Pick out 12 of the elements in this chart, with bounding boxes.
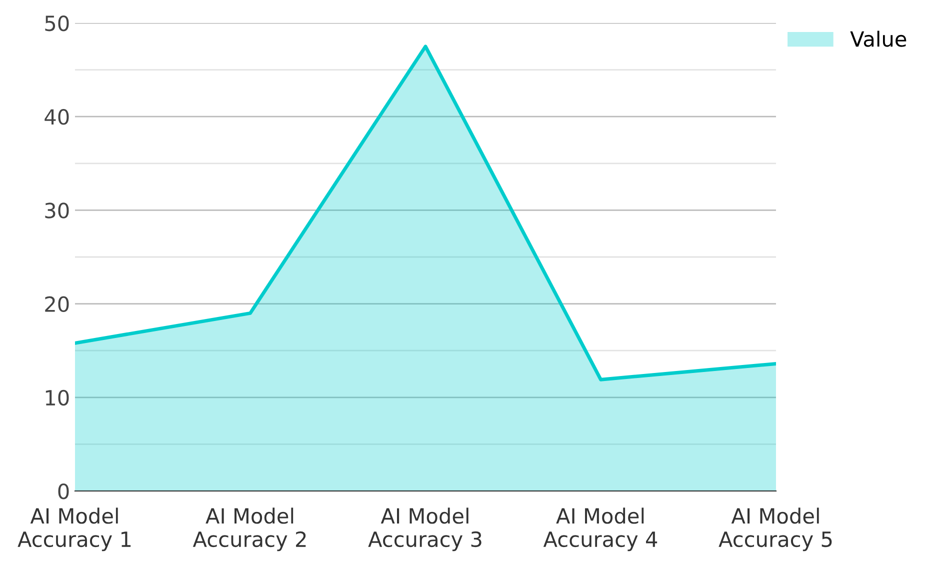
y-tick-label: 50 <box>45 15 69 32</box>
y-tick-label: 0 <box>58 483 69 500</box>
x-tick-label: AI Model Accuracy 3 <box>368 508 482 552</box>
x-tick-label: AI Model Accuracy 4 <box>543 508 658 552</box>
y-tick-label: 30 <box>45 202 69 218</box>
x-tick-label: AI Model Accuracy 5 <box>718 508 832 552</box>
y-tick-label: 10 <box>46 390 69 406</box>
y-tick-label: 20 <box>45 296 69 312</box>
legend-label: Value <box>850 30 906 47</box>
x-tick-label: AI Model Accuracy 2 <box>192 508 306 552</box>
y-tick-label: 40 <box>44 109 69 125</box>
x-tick-label: AI Model Accuracy 1 <box>18 508 131 552</box>
